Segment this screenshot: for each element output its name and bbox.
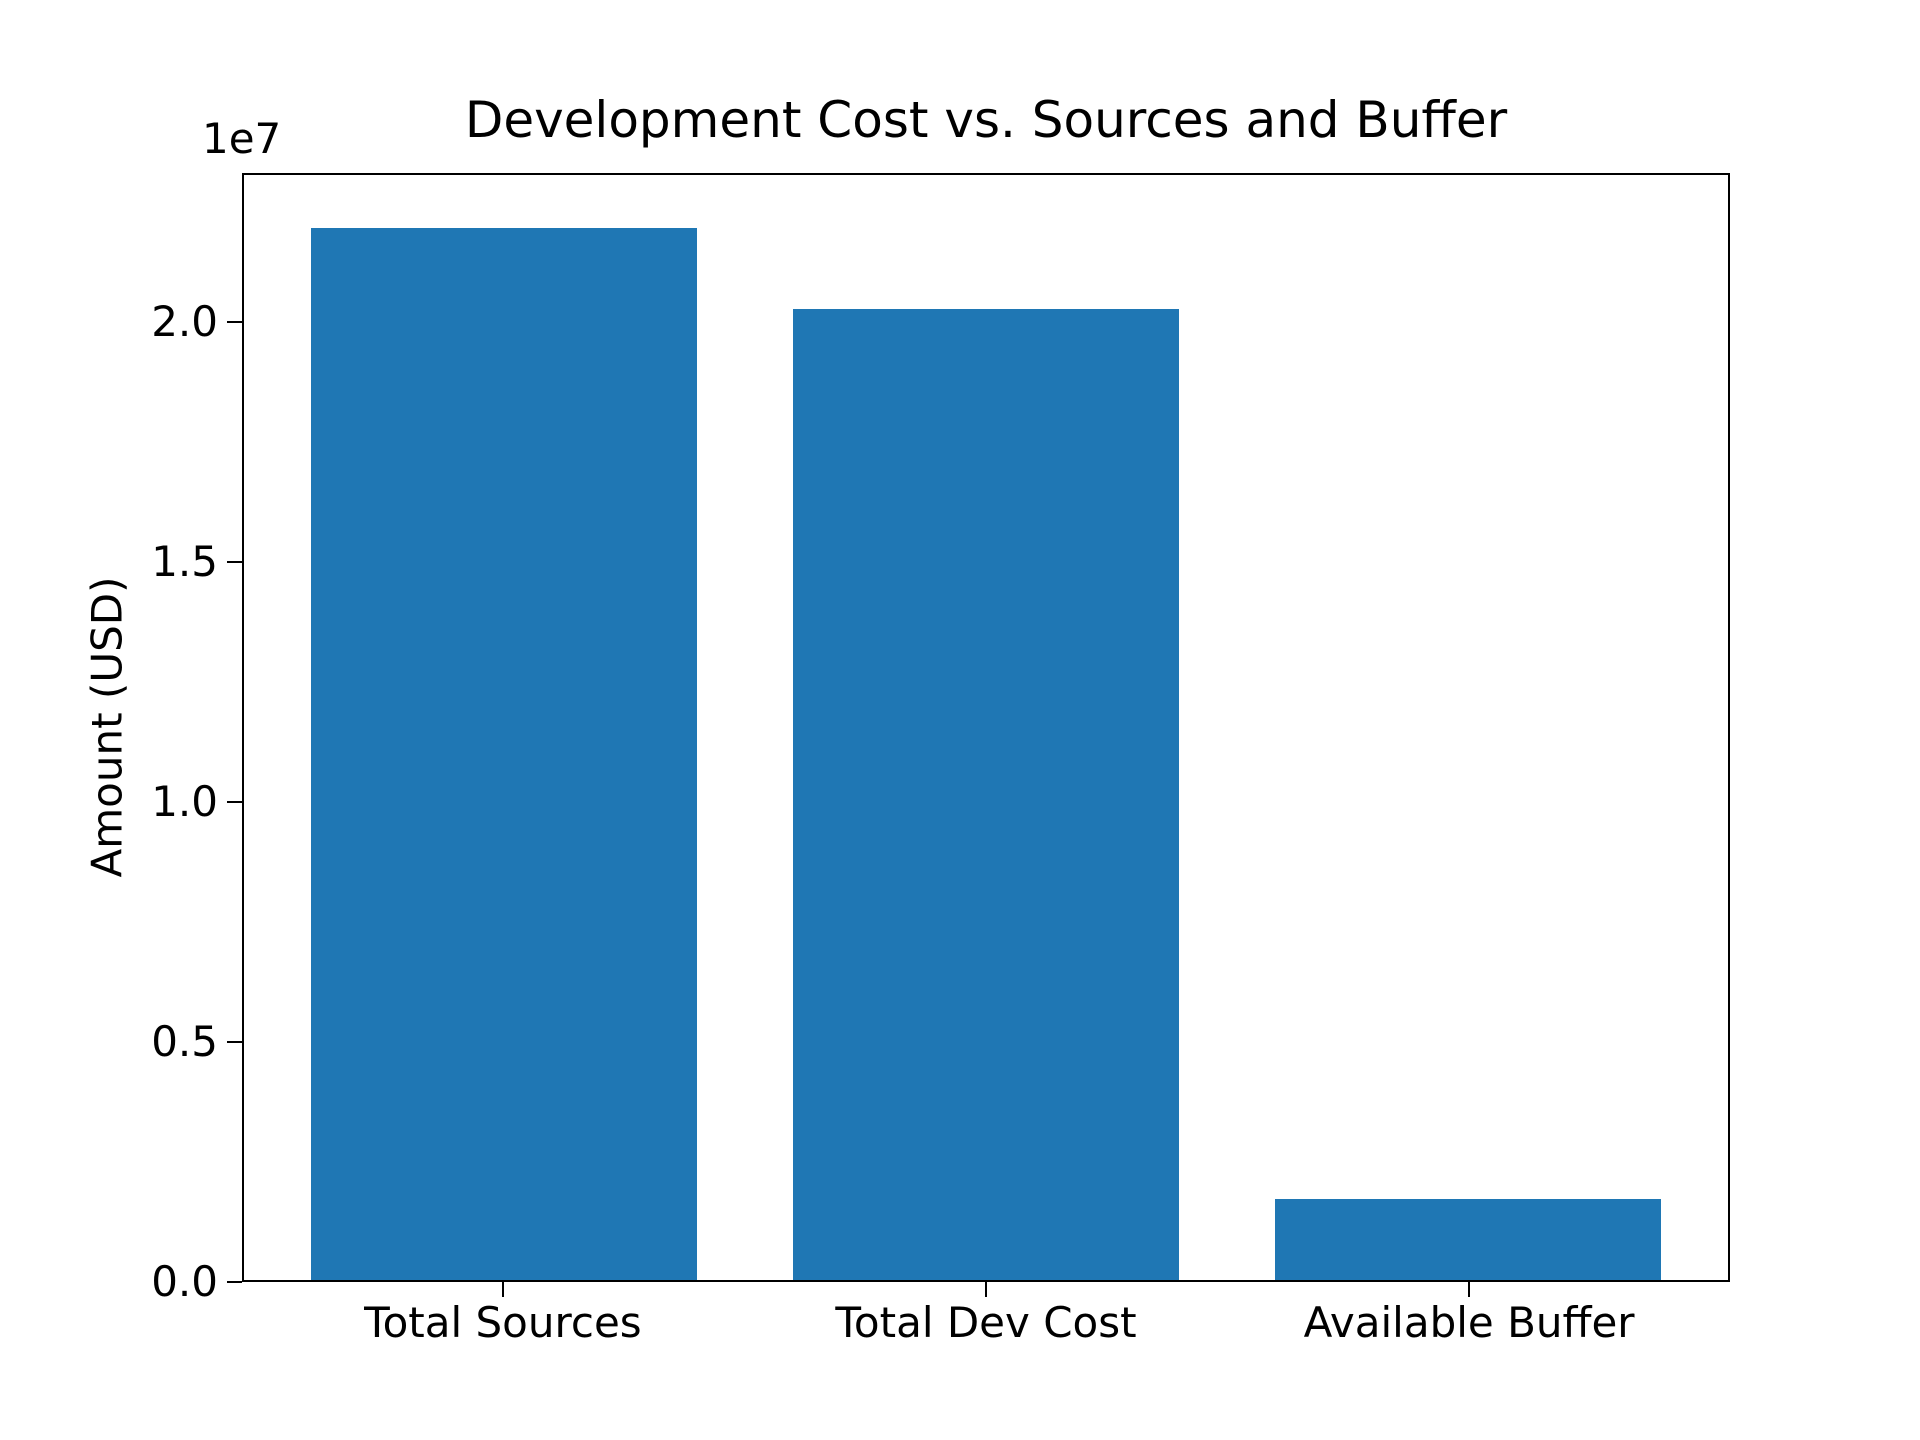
y-tick-label-0-0: 0.0: [151, 1257, 218, 1306]
chart-title: Development Cost vs. Sources and Buffer: [464, 91, 1508, 149]
y-tick-mark: [227, 1280, 242, 1284]
y-tick-mark: [227, 800, 242, 804]
plot-area: [242, 173, 1730, 1282]
y-tick-label-1-0: 1.0: [151, 776, 218, 826]
x-tick-label-available-buffer: Available Buffer: [1303, 1298, 1635, 1347]
x-tick-label-total-sources: Total Sources: [364, 1298, 642, 1347]
x-tick-mark: [501, 1282, 505, 1297]
y-tick-mark: [227, 560, 242, 564]
bar-available-buffer: [1275, 1198, 1661, 1280]
y-tick-label-2-0: 2.0: [151, 296, 218, 346]
y-tick-label-0-5: 0.5: [151, 1016, 218, 1066]
x-tick-mark: [984, 1282, 988, 1297]
y-tick-mark: [227, 1040, 242, 1044]
x-tick-mark: [1467, 1282, 1471, 1297]
bar-total-sources: [311, 227, 697, 1280]
bar-total-dev-cost: [793, 308, 1179, 1280]
y-tick-label-1-5: 1.5: [151, 536, 218, 586]
y-axis-label: Amount (USD): [82, 576, 132, 878]
y-tick-mark: [227, 320, 242, 324]
y-axis-offset-text: 1e7: [202, 114, 282, 163]
x-tick-label-total-dev-cost: Total Dev Cost: [835, 1298, 1137, 1347]
